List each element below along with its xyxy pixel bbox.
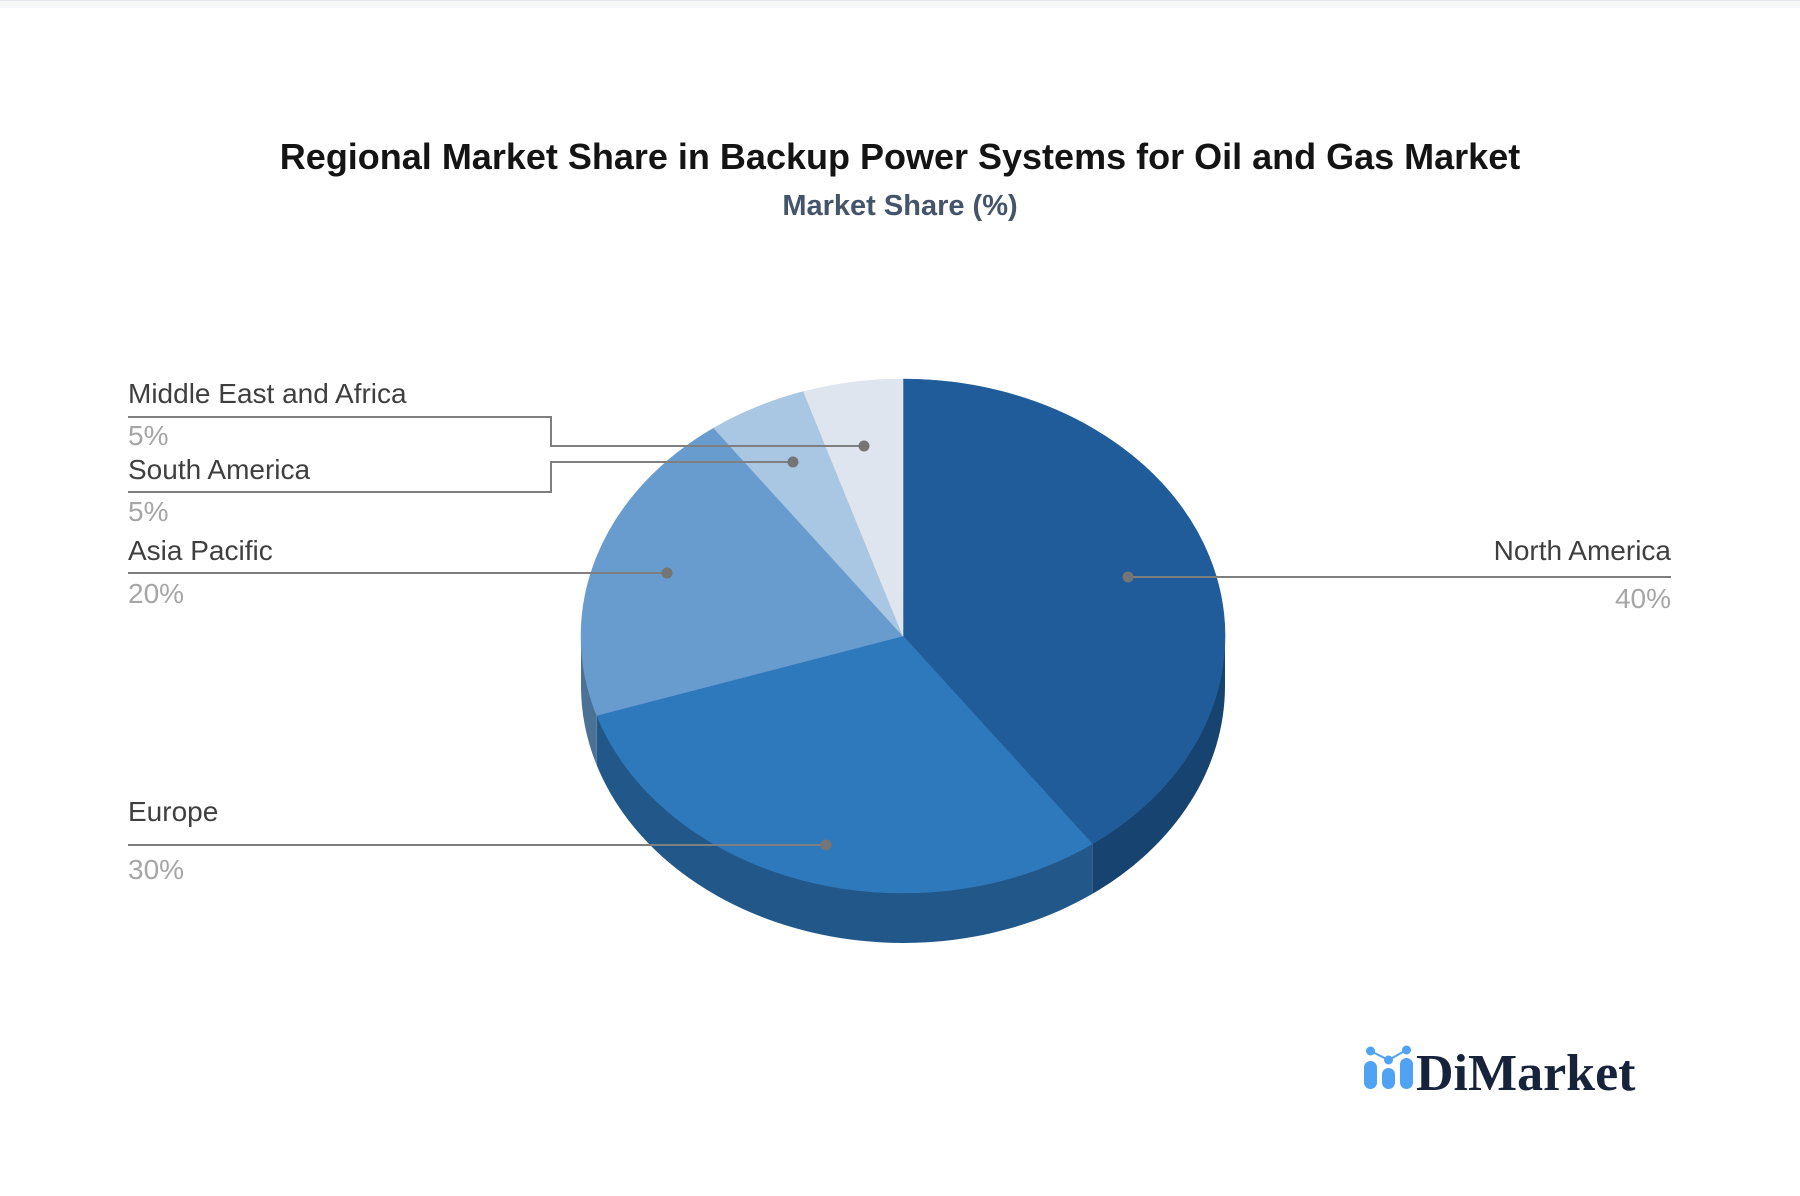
pie-slice-middle-east-and-africa [803, 378, 904, 637]
pie-rim-europe [596, 715, 1093, 943]
label-asia-pacific: Asia Pacific [128, 535, 273, 566]
label-south-america: South America [128, 454, 311, 485]
label-europe: Europe [128, 796, 219, 827]
label-middle-east-and-africa: Middle East and Africa [128, 378, 407, 409]
pct-north-america: 40% [1614, 583, 1671, 614]
logo-bar-1 [1364, 1061, 1377, 1089]
pie-rim-asia-pacific [581, 636, 597, 766]
callout-dot-north-america [1122, 571, 1134, 583]
logo-dot-1 [1366, 1046, 1375, 1056]
pct-middle-east-and-africa: 5% [128, 420, 169, 451]
logo-dot-3 [1402, 1045, 1411, 1055]
pie-slice-europe [596, 635, 1093, 894]
callout-dot-middle-east-and-africa [858, 440, 870, 452]
pie-slice-asia-pacific [580, 427, 904, 716]
logo-text: DiMarket [1416, 1045, 1636, 1102]
label-north-america: North America [1493, 535, 1671, 566]
callout-dot-asia-pacific [661, 567, 673, 579]
page-top-strip [0, 0, 1800, 8]
pct-europe: 30% [128, 854, 185, 885]
logo-bar-2 [1382, 1068, 1395, 1089]
callout-dot-europe [820, 839, 832, 851]
callout-line-middle-east-and-africa [128, 416, 864, 447]
pie-rim-north-america [1092, 636, 1225, 894]
callout-dot-south-america [787, 456, 799, 468]
chart-subtitle: Market Share (%) [782, 190, 1018, 222]
pct-south-america: 5% [128, 496, 169, 527]
pie-slice-north-america [902, 378, 1226, 845]
callout-line-south-america [128, 461, 793, 493]
logo-dot-2 [1384, 1055, 1393, 1065]
logo-bar-3 [1400, 1058, 1413, 1089]
page-title: Regional Market Share in Backup Power Sy… [279, 136, 1521, 177]
pct-asia-pacific: 20% [128, 578, 185, 609]
